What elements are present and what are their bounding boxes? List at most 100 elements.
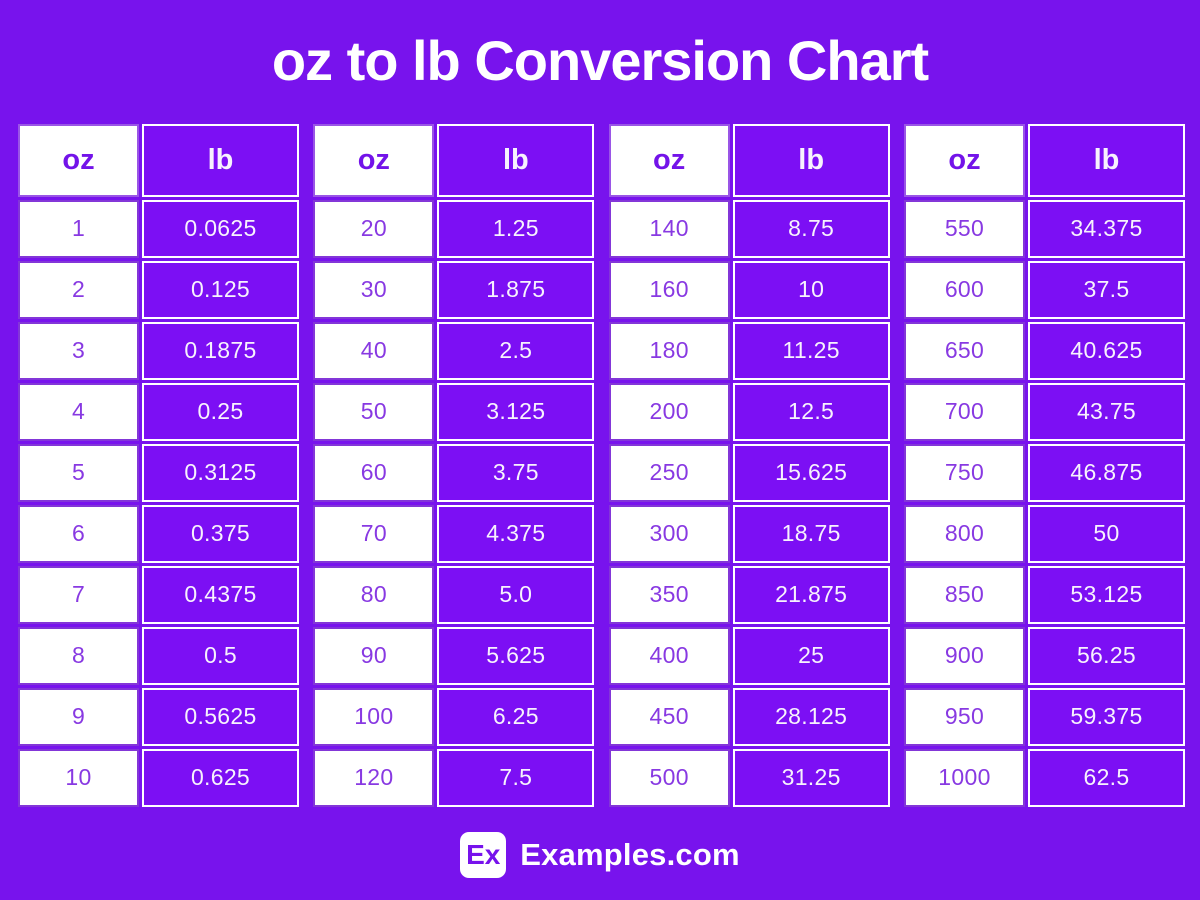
table-row: 350 21.875 [608, 565, 890, 624]
oz-value-cell: 6 [18, 504, 139, 563]
lb-value-cell: 5.625 [437, 626, 595, 685]
lb-column-header: lb [142, 123, 299, 197]
oz-value-cell: 40 [313, 321, 435, 380]
table-row: 4 0.25 [18, 382, 299, 441]
table-row: 100 6.25 [313, 687, 595, 746]
lb-value-cell: 0.375 [142, 504, 299, 563]
oz-value-cell: 400 [608, 626, 730, 685]
table-row: 1000 62.5 [903, 748, 1185, 807]
table-row: 550 34.375 [903, 199, 1185, 258]
lb-value-cell: 0.625 [142, 748, 299, 807]
lb-column-header: lb [732, 123, 890, 197]
examples-logo-icon: Ex [460, 832, 507, 878]
oz-value-cell: 850 [903, 565, 1025, 624]
oz-value-cell: 450 [608, 687, 730, 746]
lb-value-cell: 0.0625 [142, 199, 299, 258]
oz-column-header: oz [903, 123, 1025, 197]
table-row: 50 3.125 [313, 382, 595, 441]
table-header-row: oz lb [313, 123, 595, 197]
lb-value-cell: 50 [1027, 504, 1185, 563]
oz-value-cell: 50 [313, 382, 435, 441]
conversion-tables: oz lb 1 0.0625 2 0.125 3 0.1875 4 0.25 5 0.3125 6 0.3… [0, 123, 1200, 807]
oz-value-cell: 90 [313, 626, 435, 685]
table-row: 5 0.3125 [18, 443, 299, 502]
table-row: 160 10 [608, 260, 890, 319]
oz-value-cell: 4 [18, 382, 139, 441]
lb-value-cell: 1.875 [437, 260, 595, 319]
oz-column-header: oz [18, 123, 139, 197]
table-row: 800 50 [903, 504, 1185, 563]
table-row: 650 40.625 [903, 321, 1185, 380]
table-row: 700 43.75 [903, 382, 1185, 441]
table-row: 9 0.5625 [18, 687, 299, 746]
oz-value-cell: 500 [608, 748, 730, 807]
oz-value-cell: 80 [313, 565, 435, 624]
table-row: 6 0.375 [18, 504, 299, 563]
oz-value-cell: 20 [313, 199, 435, 258]
oz-value-cell: 2 [18, 260, 139, 319]
lb-value-cell: 11.25 [732, 321, 890, 380]
oz-value-cell: 300 [608, 504, 730, 563]
table-row: 10 0.625 [18, 748, 299, 807]
oz-value-cell: 3 [18, 321, 139, 380]
table-row: 70 4.375 [313, 504, 595, 563]
lb-value-cell: 34.375 [1027, 199, 1185, 258]
oz-value-cell: 550 [903, 199, 1025, 258]
oz-column-header: oz [608, 123, 730, 197]
lb-value-cell: 4.375 [437, 504, 595, 563]
oz-value-cell: 900 [903, 626, 1025, 685]
table-row: 140 8.75 [608, 199, 890, 258]
table-row: 80 5.0 [313, 565, 595, 624]
oz-value-cell: 100 [313, 687, 435, 746]
oz-value-cell: 1000 [903, 748, 1025, 807]
table-row: 2 0.125 [18, 260, 299, 319]
table-row: 600 37.5 [903, 260, 1185, 319]
lb-column-header: lb [1027, 123, 1185, 197]
lb-value-cell: 21.875 [732, 565, 890, 624]
lb-value-cell: 1.25 [437, 199, 595, 258]
oz-value-cell: 700 [903, 382, 1025, 441]
lb-value-cell: 0.4375 [142, 565, 299, 624]
conversion-table: oz lb 140 8.75 160 10 180 11.25 200 12.5 250 15.625… [608, 123, 890, 807]
lb-value-cell: 6.25 [437, 687, 595, 746]
conversion-table: oz lb 550 34.375 600 37.5 650 40.625 700 43.75 750… [903, 123, 1185, 807]
table-row: 90 5.625 [313, 626, 595, 685]
table-row: 750 46.875 [903, 443, 1185, 502]
table-row: 60 3.75 [313, 443, 595, 502]
table-row: 500 31.25 [608, 748, 890, 807]
table-row: 20 1.25 [313, 199, 595, 258]
table-row: 30 1.875 [313, 260, 595, 319]
oz-value-cell: 750 [903, 443, 1025, 502]
oz-value-cell: 8 [18, 626, 139, 685]
lb-value-cell: 10 [732, 260, 890, 319]
table-row: 180 11.25 [608, 321, 890, 380]
lb-value-cell: 8.75 [732, 199, 890, 258]
lb-value-cell: 31.25 [732, 748, 890, 807]
table-row: 40 2.5 [313, 321, 595, 380]
table-row: 450 28.125 [608, 687, 890, 746]
table-row: 120 7.5 [313, 748, 595, 807]
lb-value-cell: 46.875 [1027, 443, 1185, 502]
table-row: 200 12.5 [608, 382, 890, 441]
table-row: 7 0.4375 [18, 565, 299, 624]
oz-value-cell: 7 [18, 565, 139, 624]
oz-value-cell: 180 [608, 321, 730, 380]
oz-value-cell: 600 [903, 260, 1025, 319]
lb-value-cell: 15.625 [732, 443, 890, 502]
table-row: 3 0.1875 [18, 321, 299, 380]
lb-value-cell: 0.5625 [142, 687, 299, 746]
table-header-row: oz lb [18, 123, 299, 197]
lb-value-cell: 12.5 [732, 382, 890, 441]
lb-value-cell: 0.3125 [142, 443, 299, 502]
lb-value-cell: 28.125 [732, 687, 890, 746]
oz-column-header: oz [313, 123, 435, 197]
oz-value-cell: 120 [313, 748, 435, 807]
oz-value-cell: 950 [903, 687, 1025, 746]
oz-value-cell: 800 [903, 504, 1025, 563]
lb-value-cell: 0.125 [142, 260, 299, 319]
lb-value-cell: 0.1875 [142, 321, 299, 380]
lb-value-cell: 62.5 [1027, 748, 1185, 807]
lb-value-cell: 7.5 [437, 748, 595, 807]
lb-value-cell: 37.5 [1027, 260, 1185, 319]
table-row: 400 25 [608, 626, 890, 685]
